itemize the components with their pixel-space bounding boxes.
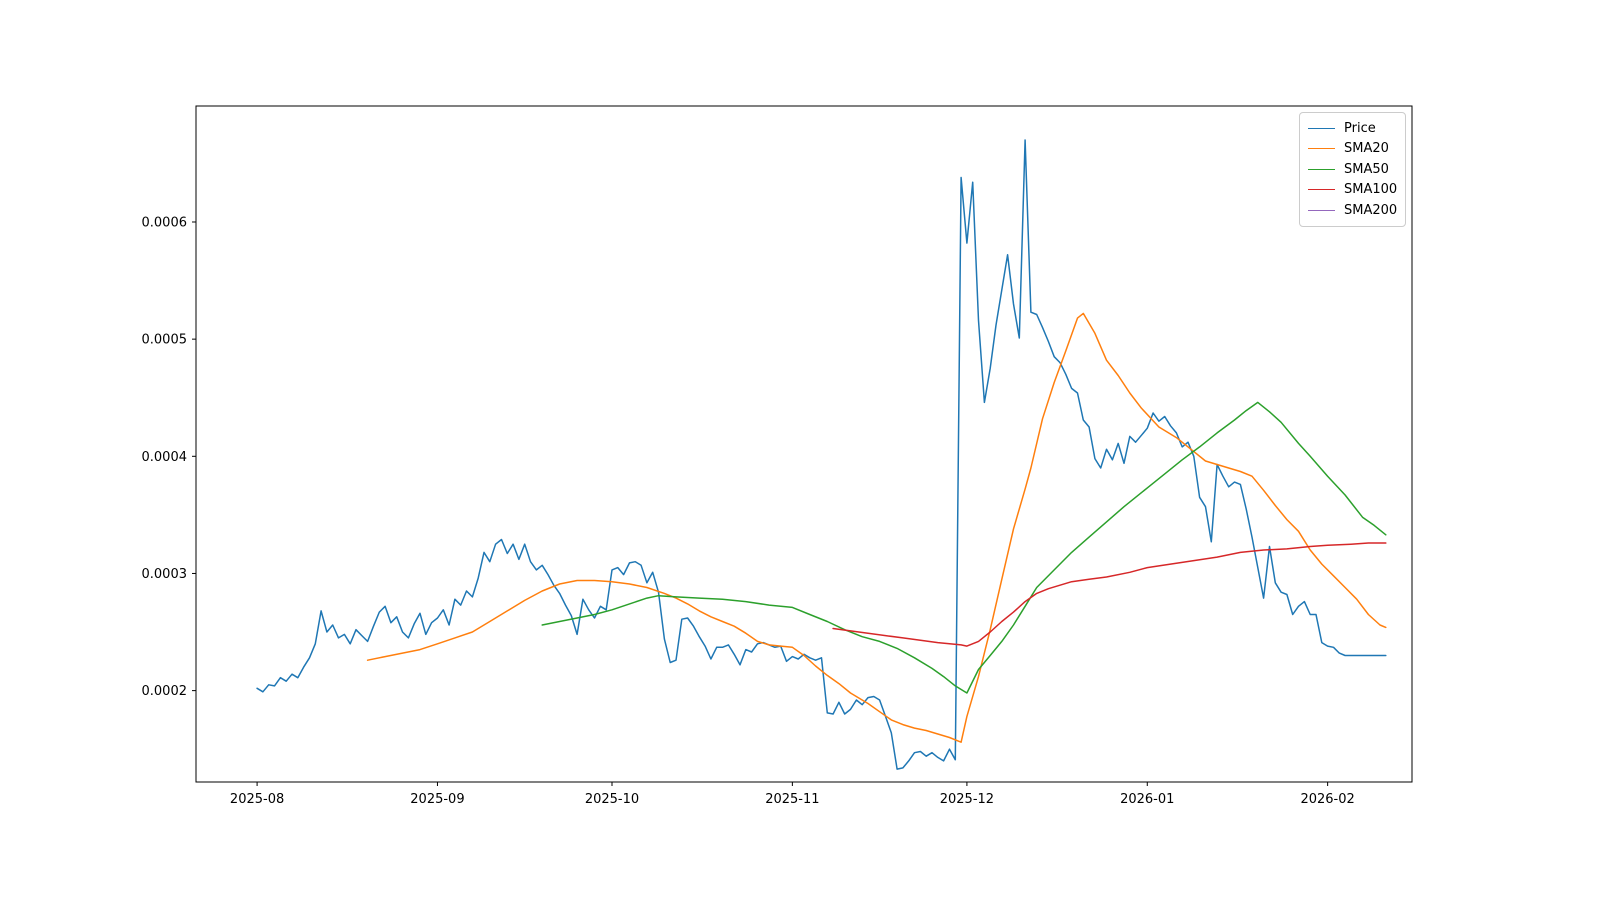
legend-entry-sma50: SMA50 [1308,159,1397,180]
x-tick-label: 2025-08 [230,792,284,807]
legend-line-sample-sma20 [1308,148,1335,150]
y-tick-label: 0.0005 [142,333,188,348]
y-tick-label: 0.0004 [142,450,188,465]
legend-label: SMA50 [1344,161,1389,177]
legend-label: SMA20 [1344,141,1389,157]
y-tick-label: 0.0006 [142,215,188,230]
legend-entry-sma20: SMA20 [1308,139,1397,160]
series-sma100-line [832,542,1387,647]
legend-label: Price [1344,120,1376,136]
plot-border [195,105,1413,783]
legend-entry-price: Price [1308,118,1397,139]
y-tick-label: 0.0002 [142,684,188,699]
series-sma50-line [541,401,1387,694]
x-tick-label: 2025-09 [410,792,464,807]
legend-entry-sma200: SMA200 [1308,200,1397,221]
x-tick-label: 2025-12 [940,792,994,807]
legend-label: SMA200 [1344,202,1398,218]
legend-line-sample-price [1308,127,1335,129]
legend-line-sample-sma200 [1308,209,1335,211]
legend-line-sample-sma100 [1308,189,1335,191]
legend-entry-sma100: SMA100 [1308,180,1397,201]
x-tick-label: 2026-02 [1300,792,1354,807]
legend-label: SMA100 [1344,182,1398,198]
x-tick-label: 2026-01 [1120,792,1174,807]
legend-line-sample-sma50 [1308,168,1335,170]
x-tick-label: 2025-11 [765,792,819,807]
series-sma20-line [366,312,1387,743]
series-price-line [256,139,1387,770]
x-tick-label: 2025-10 [585,792,639,807]
legend: Price SMA20 SMA50 SMA100 SMA200 [1299,112,1407,227]
y-tick-label: 0.0003 [142,567,188,582]
